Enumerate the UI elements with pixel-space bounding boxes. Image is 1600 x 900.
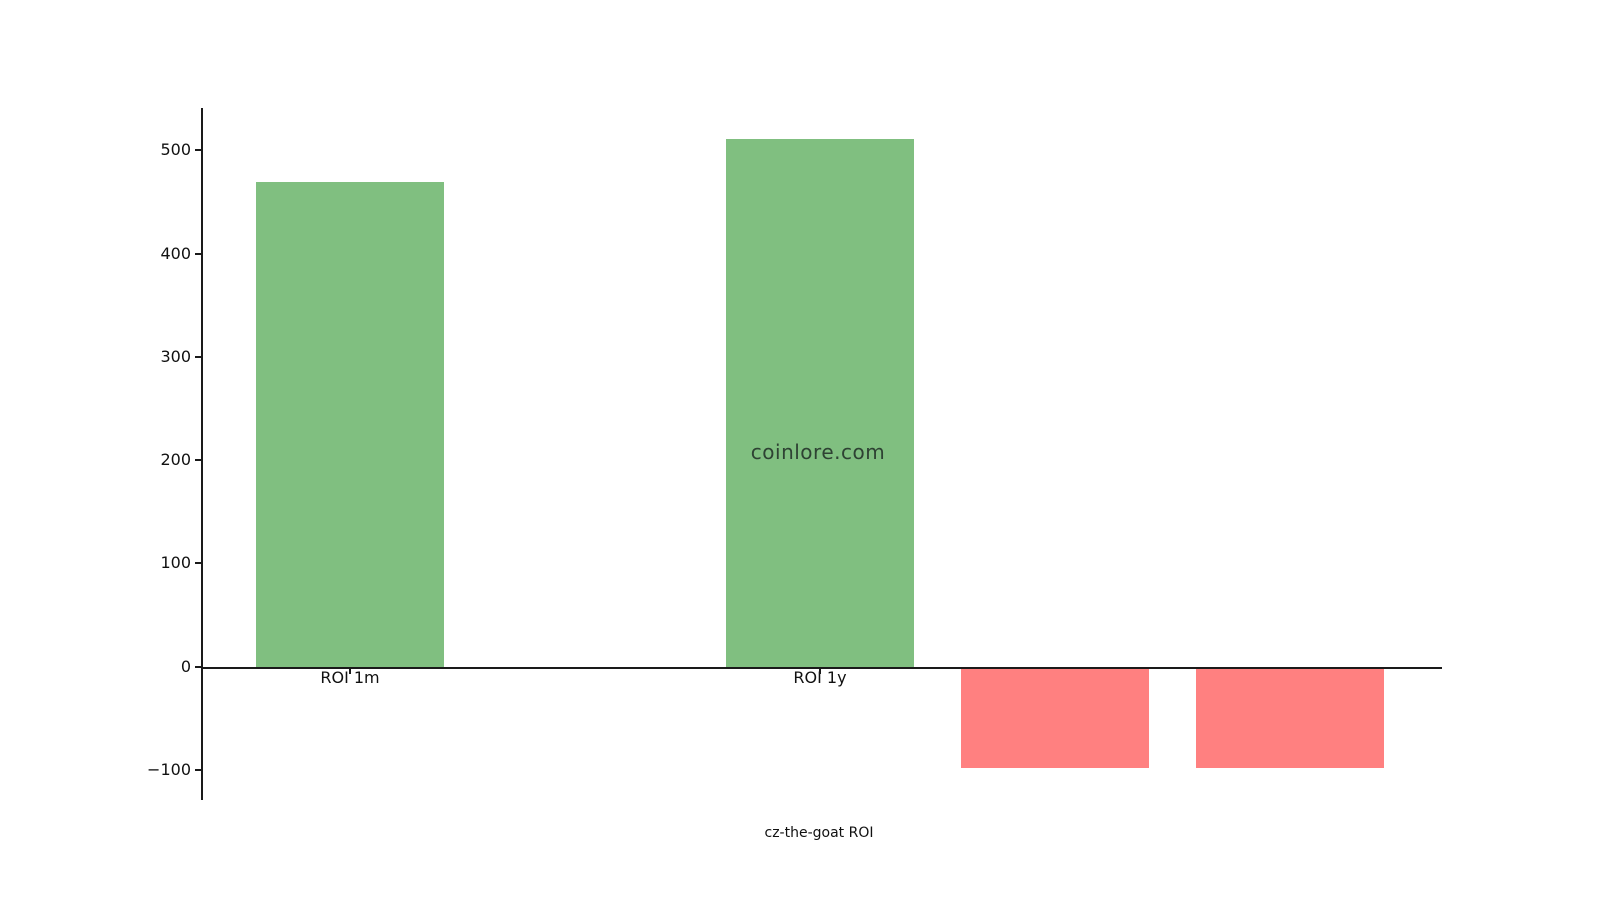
x-axis-label: ROI 1y [793, 667, 847, 687]
y-tick-label: 100 [160, 553, 191, 573]
x-axis-line [201, 667, 1442, 669]
x-axis-label: ROI 1m [320, 667, 380, 687]
y-tick-mark [195, 149, 201, 152]
y-tick-mark [195, 769, 201, 772]
y-tick-label: 400 [160, 243, 191, 263]
y-tick-label: 500 [160, 140, 191, 160]
bar [961, 666, 1149, 768]
watermark: coinlore.com [750, 440, 886, 464]
bar [726, 138, 914, 667]
y-tick-mark [195, 459, 201, 462]
y-axis-line [201, 108, 203, 800]
y-tick-mark [195, 355, 201, 358]
y-tick-label: −100 [147, 760, 191, 780]
y-tick-mark [195, 665, 201, 668]
y-tick-label: 0 [180, 656, 191, 676]
x-tick-mark [819, 667, 821, 674]
x-tick-mark [349, 667, 351, 674]
bar [1196, 666, 1384, 768]
chart-title: cz-the-goat ROI [764, 825, 874, 841]
y-tick-mark [195, 252, 201, 255]
y-tick-label: 300 [160, 346, 191, 366]
bar [256, 182, 444, 667]
y-tick-mark [195, 562, 201, 565]
y-tick-label: 200 [160, 450, 191, 470]
